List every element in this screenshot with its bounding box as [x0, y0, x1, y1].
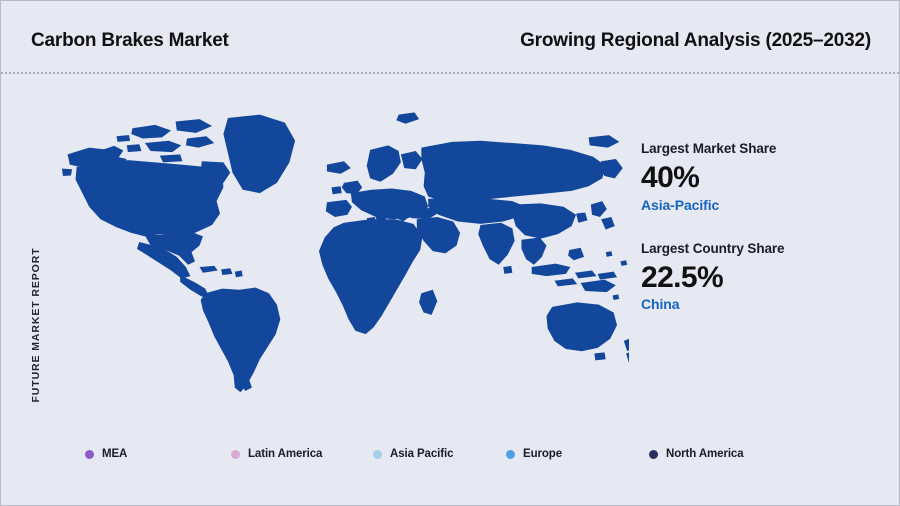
stat-largest-country-share: Largest Country Share 22.5% China: [641, 241, 886, 313]
map-landmasses: [61, 112, 629, 393]
legend-item-latin-america: Latin America: [231, 448, 322, 460]
brand-vertical-label: FUTURE MARKET REPORT: [30, 247, 42, 403]
world-map: [59, 93, 629, 403]
legend-label: Asia Pacific: [390, 448, 454, 460]
legend-label: MEA: [102, 448, 128, 460]
legend-marker-icon: [85, 449, 94, 459]
legend-item-asia-pacific: Asia Pacific: [373, 448, 453, 460]
legend-label: Europe: [523, 448, 563, 460]
world-map-svg: [61, 112, 629, 393]
page-title: Carbon Brakes Market: [31, 30, 229, 51]
legend-marker-icon: [649, 449, 658, 459]
legend-label: North America: [666, 448, 744, 460]
legend-label: Latin America: [248, 448, 323, 460]
header-subtitle: Growing Regional Analysis (2025–2032): [520, 30, 871, 51]
stat-label: Largest Country Share: [641, 240, 785, 256]
stats-panel: Largest Market Share 40% Asia-Pacific La…: [641, 141, 886, 340]
legend: MEA Latin America Asia Pacific Europe No…: [85, 448, 815, 470]
legend-marker-icon: [231, 449, 240, 459]
legend-item-europe: Europe: [506, 448, 562, 460]
stat-region: Asia-Pacific: [641, 196, 720, 213]
stat-value: 22.5%: [641, 260, 724, 294]
legend-marker-icon: [506, 449, 515, 459]
header: Carbon Brakes Market Growing Regional An…: [1, 1, 899, 72]
legend-item-north-america: North America: [649, 448, 744, 460]
legend-marker-icon: [373, 449, 382, 459]
stat-largest-market-share: Largest Market Share 40% Asia-Pacific: [641, 141, 886, 213]
stat-region: China: [641, 296, 680, 312]
legend-item-mea: MEA: [85, 448, 127, 460]
header-divider: [1, 72, 899, 74]
stat-label: Largest Market Share: [641, 141, 777, 156]
stat-value: 40%: [641, 161, 700, 194]
